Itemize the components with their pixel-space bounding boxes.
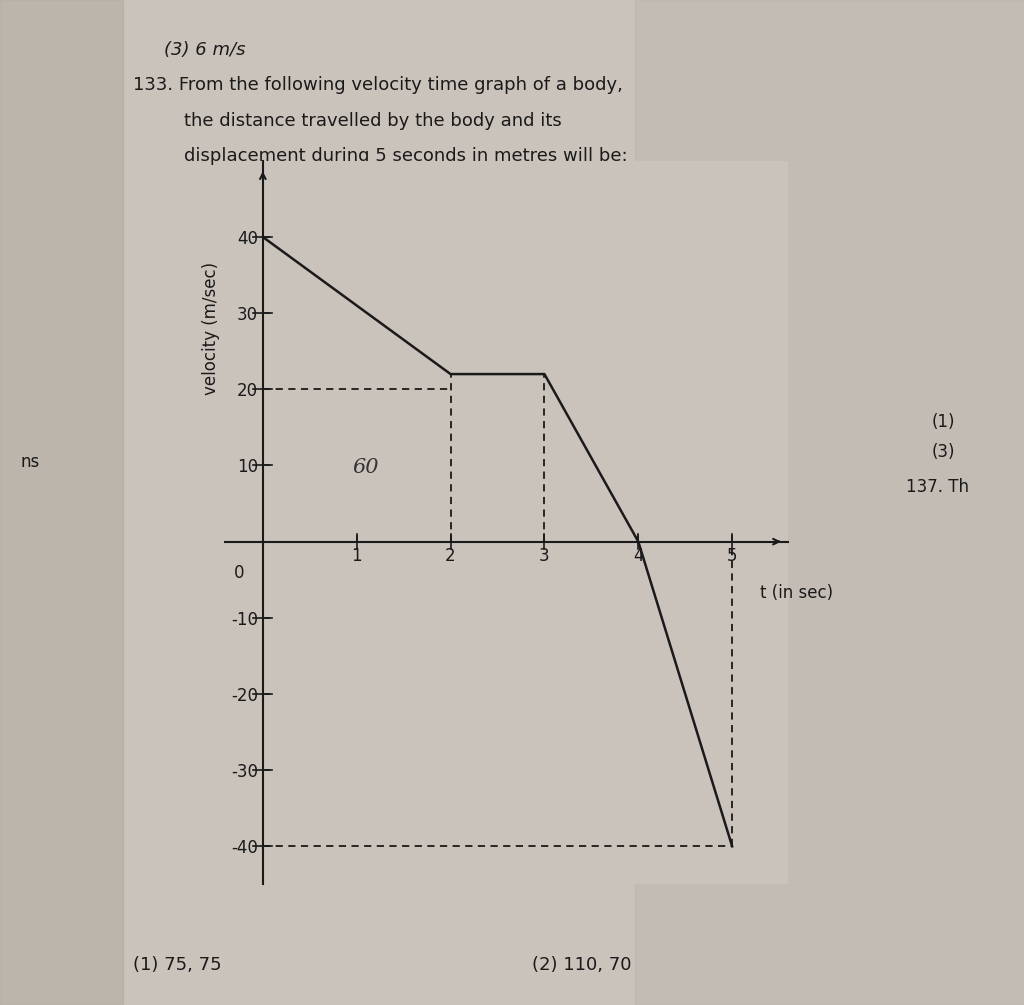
Text: velocity (m/sec): velocity (m/sec): [202, 262, 220, 395]
Text: (3) 6 m/s: (3) 6 m/s: [164, 41, 246, 59]
Text: t (in sec): t (in sec): [760, 584, 834, 602]
Bar: [635, 0, 1024, 1005]
Text: the distance travelled by the body and its: the distance travelled by the body and i…: [184, 112, 562, 130]
Text: 137. Th: 137. Th: [906, 478, 970, 496]
Text: (1) 75, 75: (1) 75, 75: [133, 956, 222, 974]
Text: 133. From the following velocity time graph of a body,: 133. From the following velocity time gr…: [133, 76, 623, 94]
Text: displacement during 5 seconds in metres will be:: displacement during 5 seconds in metres …: [184, 147, 628, 165]
Text: ns: ns: [20, 453, 40, 471]
Text: 0: 0: [234, 565, 245, 583]
Bar: [0, 0, 123, 1005]
Text: (1): (1): [932, 413, 955, 431]
Text: (3): (3): [932, 443, 955, 461]
Text: 60: 60: [353, 458, 379, 477]
Text: (2) 110, 70: (2) 110, 70: [532, 956, 632, 974]
